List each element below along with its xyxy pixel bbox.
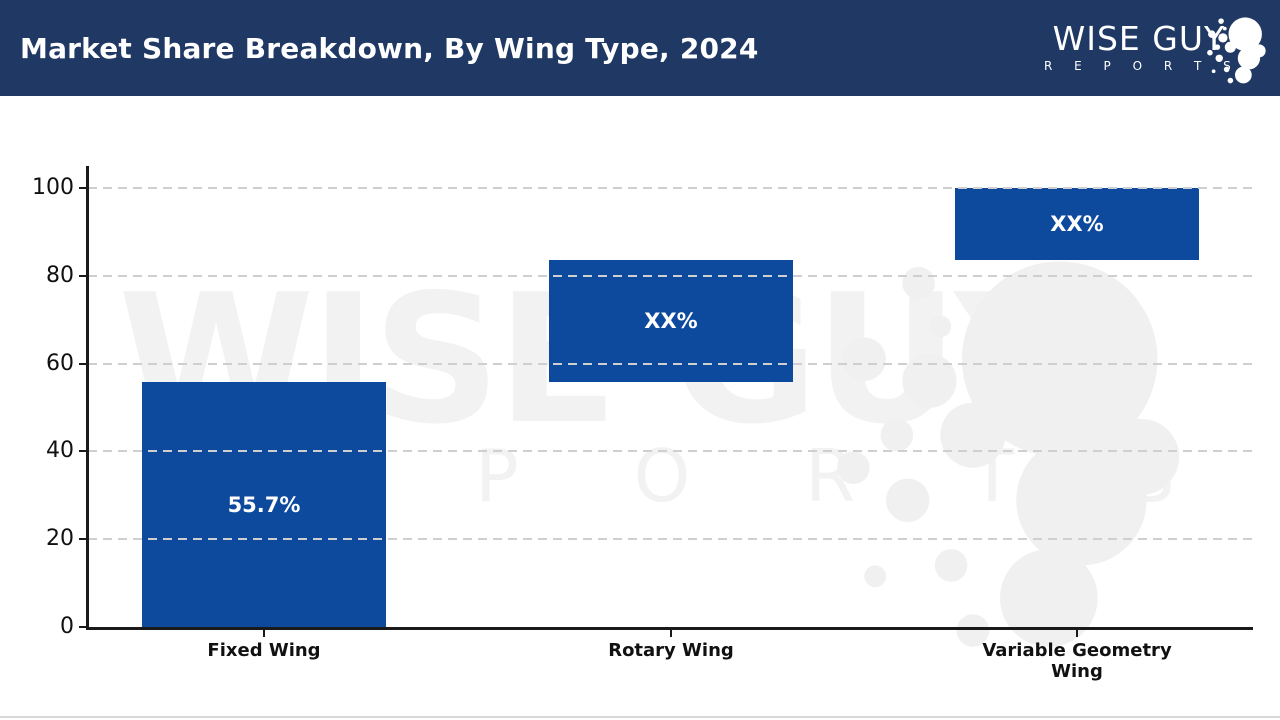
- bar-value-label-fixed-wing: 55.7%: [227, 492, 301, 517]
- bar-rotary-wing: XX%: [549, 259, 793, 383]
- y-tick-mark-60: [79, 362, 88, 365]
- x-tick-mark-rotary-wing: [670, 629, 672, 637]
- y-tick-label-100: 100: [32, 175, 74, 200]
- brand-logo-text: WISE GUY R E P O R T S: [1038, 19, 1240, 73]
- x-tick-mark-variable-geometry-wing: [1076, 629, 1078, 637]
- bar-fixed-wing: 55.7%: [142, 382, 386, 627]
- y-tick-label-40: 40: [46, 438, 74, 464]
- page-title: Market Share Breakdown, By Wing Type, 20…: [20, 31, 759, 65]
- x-axis-line: [86, 627, 1253, 630]
- logo-face-icon: [1207, 17, 1266, 84]
- gridline-60: [88, 362, 1253, 365]
- x-tick-mark-fixed-wing: [263, 629, 265, 637]
- bar-value-label-variable-geometry-wing: XX%: [1050, 211, 1104, 236]
- y-tick-mark-0: [79, 626, 88, 628]
- y-tick-mark-40: [79, 450, 88, 453]
- y-axis-line: [86, 166, 89, 629]
- gridline-20: [88, 538, 1253, 541]
- y-tick-mark-80: [79, 274, 88, 277]
- y-tick-mark-100: [79, 187, 88, 189]
- x-category-label-rotary-wing: Rotary Wing: [608, 640, 734, 661]
- brand-logo: WISE GUY R E P O R T S: [1010, 8, 1268, 88]
- logo-reports-text: R E P O R T S: [1044, 58, 1240, 73]
- gridline-80: [88, 274, 1253, 277]
- bar-variable-geometry-wing: XX%: [955, 188, 1199, 260]
- bar-value-label-rotary-wing: XX%: [644, 309, 698, 334]
- bottom-border: [0, 716, 1280, 718]
- y-tick-label-80: 80: [46, 262, 74, 288]
- y-tick-label-60: 60: [46, 350, 74, 376]
- x-category-label-variable-geometry-wing: Variable Geometry Wing: [982, 640, 1172, 682]
- gridline-40: [88, 450, 1253, 453]
- y-tick-label-0: 0: [60, 614, 74, 639]
- y-tick-mark-20: [79, 538, 88, 541]
- y-tick-label-20: 20: [46, 526, 74, 552]
- x-category-label-fixed-wing: Fixed Wing: [207, 640, 321, 661]
- logo-wiseguy-text: WISE GUY: [1052, 19, 1226, 58]
- gridline-100: [88, 187, 1253, 189]
- header-bar: Market Share Breakdown, By Wing Type, 20…: [0, 0, 1280, 96]
